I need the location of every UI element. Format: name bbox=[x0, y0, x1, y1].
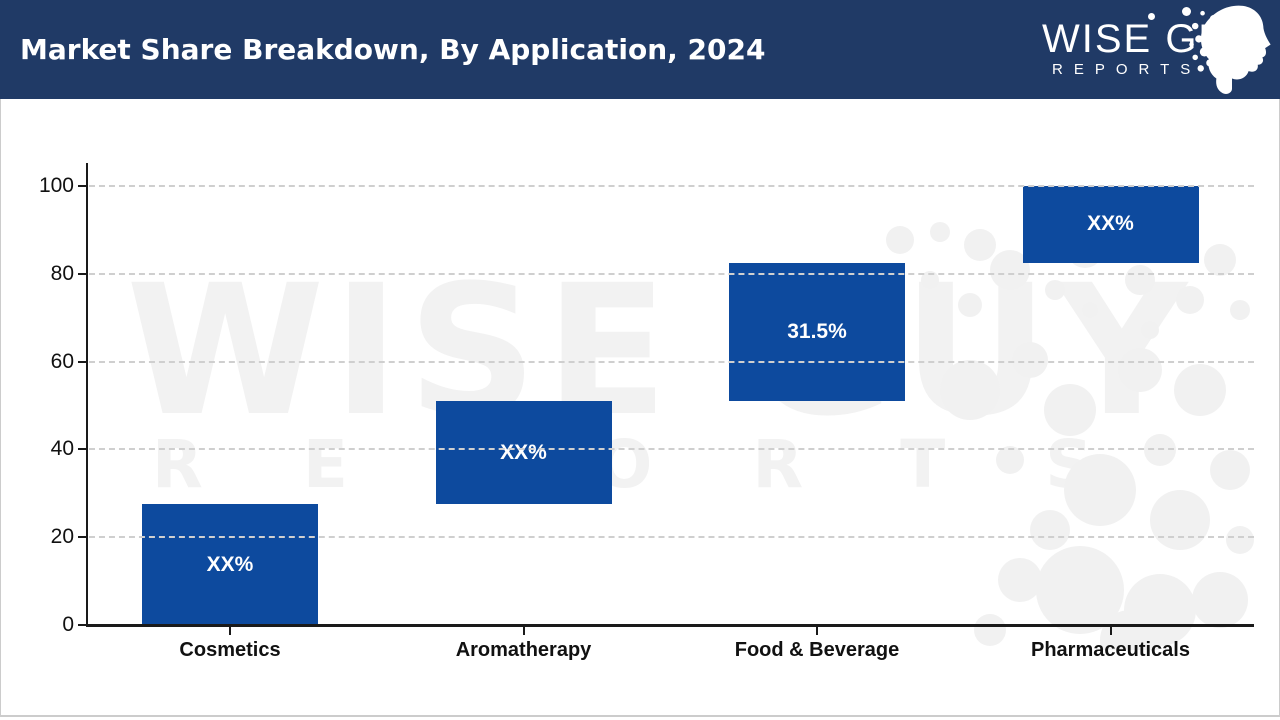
frame-border-left bbox=[0, 99, 1, 717]
y-tick-label-100: 100 bbox=[38, 174, 74, 197]
gridline-20 bbox=[89, 536, 1254, 539]
gridline-40 bbox=[89, 448, 1254, 451]
gridline-60 bbox=[89, 360, 1254, 363]
bar-value-label: 31.5% bbox=[787, 319, 847, 343]
x-tick-3 bbox=[1109, 627, 1112, 635]
x-category-label: Cosmetics bbox=[179, 639, 281, 661]
y-tick-80 bbox=[78, 272, 87, 275]
x-tick-0 bbox=[229, 627, 231, 635]
watermark-reports-text: REPORTS bbox=[152, 426, 1193, 503]
logo-dot-icon bbox=[1148, 13, 1155, 20]
y-tick-20 bbox=[78, 536, 87, 539]
x-category-label: Aromatherapy bbox=[455, 639, 592, 661]
bar-value-label: XX% bbox=[206, 552, 254, 576]
x-category-label: Pharmaceuticals bbox=[1031, 639, 1190, 661]
y-tick-label-40: 40 bbox=[50, 437, 74, 461]
y-tick-40 bbox=[78, 448, 87, 451]
frame-border-bottom bbox=[0, 715, 1280, 717]
x-tick-1 bbox=[522, 627, 525, 635]
logo-text-reports: REPORTS bbox=[1052, 61, 1202, 78]
watermark-wise-guy-text: WISE GUY bbox=[126, 247, 1196, 456]
gridline-80 bbox=[89, 272, 1254, 275]
header-bar: Market Share Breakdown, By Application, … bbox=[0, 0, 1280, 99]
x-axis-line bbox=[86, 624, 1254, 627]
x-tick-2 bbox=[816, 627, 818, 635]
face-profile-icon bbox=[1189, 5, 1271, 94]
x-category-label: Food & Beverage bbox=[734, 639, 900, 661]
page-title: Market Share Breakdown, By Application, … bbox=[20, 33, 766, 66]
bar-food-beverage: 31.5% bbox=[729, 262, 905, 402]
y-tick-0 bbox=[78, 624, 87, 626]
bar-pharmaceuticals: XX% bbox=[1022, 186, 1199, 263]
y-axis-line bbox=[86, 163, 88, 627]
bar-value-label: XX% bbox=[1087, 212, 1134, 236]
bar-cosmetics: XX% bbox=[142, 504, 318, 625]
y-tick-label-60: 60 bbox=[50, 349, 74, 373]
bar-value-label: XX% bbox=[500, 440, 547, 464]
y-tick-60 bbox=[78, 360, 87, 363]
y-tick-100 bbox=[78, 185, 87, 187]
bar-aromatherapy: XX% bbox=[435, 401, 612, 505]
y-tick-label-80: 80 bbox=[50, 261, 74, 285]
wise-guy-reports-logo: WISE GUY REPORTS bbox=[1036, 0, 1280, 99]
y-tick-label-20: 20 bbox=[50, 525, 74, 549]
logo-dot-icon bbox=[1182, 7, 1191, 16]
y-tick-label-0: 0 bbox=[62, 613, 74, 636]
gridline-100 bbox=[89, 185, 1254, 187]
